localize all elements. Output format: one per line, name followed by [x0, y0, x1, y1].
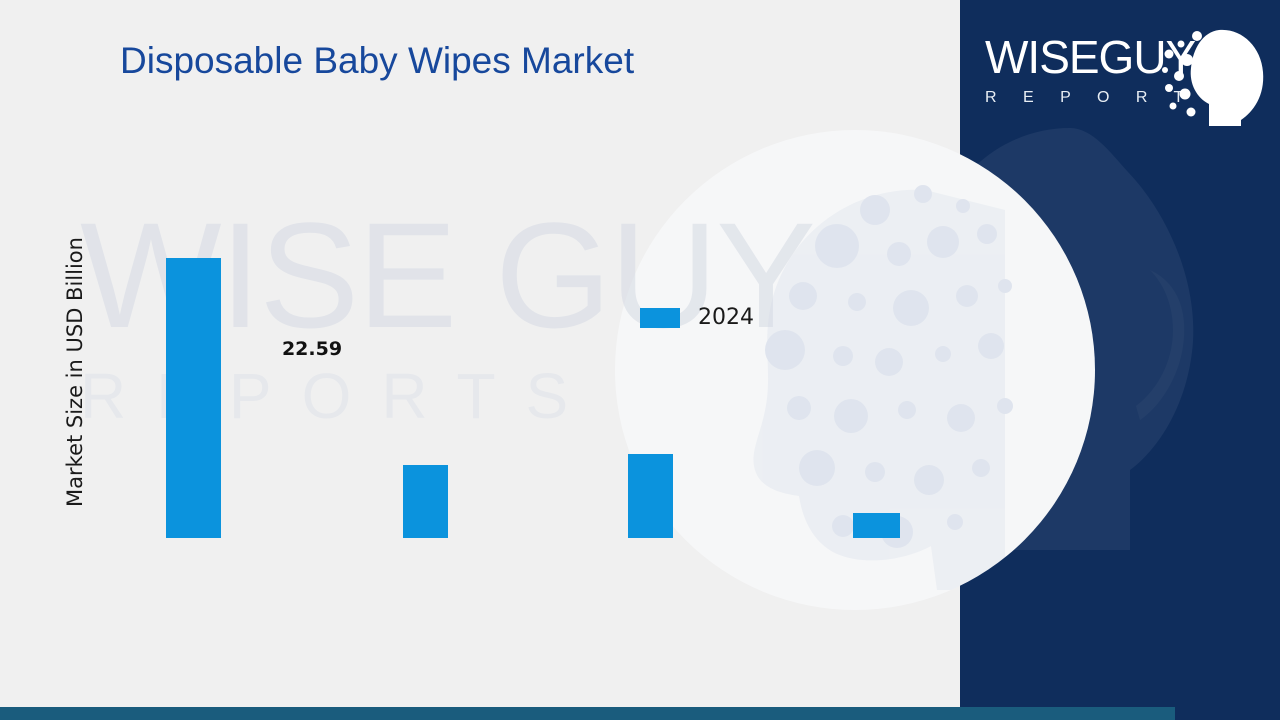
- logo-subtitle: R E P O R T S: [985, 89, 1232, 106]
- bar-chart: Market Size in USD Billion 22.59 nonwove…: [63, 100, 950, 638]
- footer-bar-teal: [0, 707, 1175, 720]
- bar-spunlace[interactable]: [628, 454, 673, 538]
- plot-area: 22.59 nonwoven woven spunlace airlaid: [120, 100, 950, 638]
- page-title: Disposable Baby Wipes Market: [120, 40, 635, 81]
- logo-wordmark: WISEGUY: [985, 31, 1196, 83]
- wiseguy-reports-logo: WISEGUY R E P O R T S: [985, 29, 1264, 126]
- bar-value-nonwoven: 22.59: [281, 338, 343, 360]
- footer-bar-navy: [1175, 707, 1280, 720]
- bar-nonwoven[interactable]: [166, 258, 221, 538]
- bar-woven[interactable]: [403, 465, 448, 538]
- legend-swatch-2024: [640, 307, 680, 328]
- logo-head-dots-icon: [1162, 29, 1264, 126]
- y-axis-label: Market Size in USD Billion: [63, 237, 87, 507]
- legend-label-2024: 2024: [698, 305, 754, 330]
- chart-legend: 2024: [640, 305, 754, 330]
- brain-network-icon: [753, 185, 1013, 590]
- bar-airlaid[interactable]: [853, 513, 900, 538]
- decorative-circle: [615, 130, 1095, 610]
